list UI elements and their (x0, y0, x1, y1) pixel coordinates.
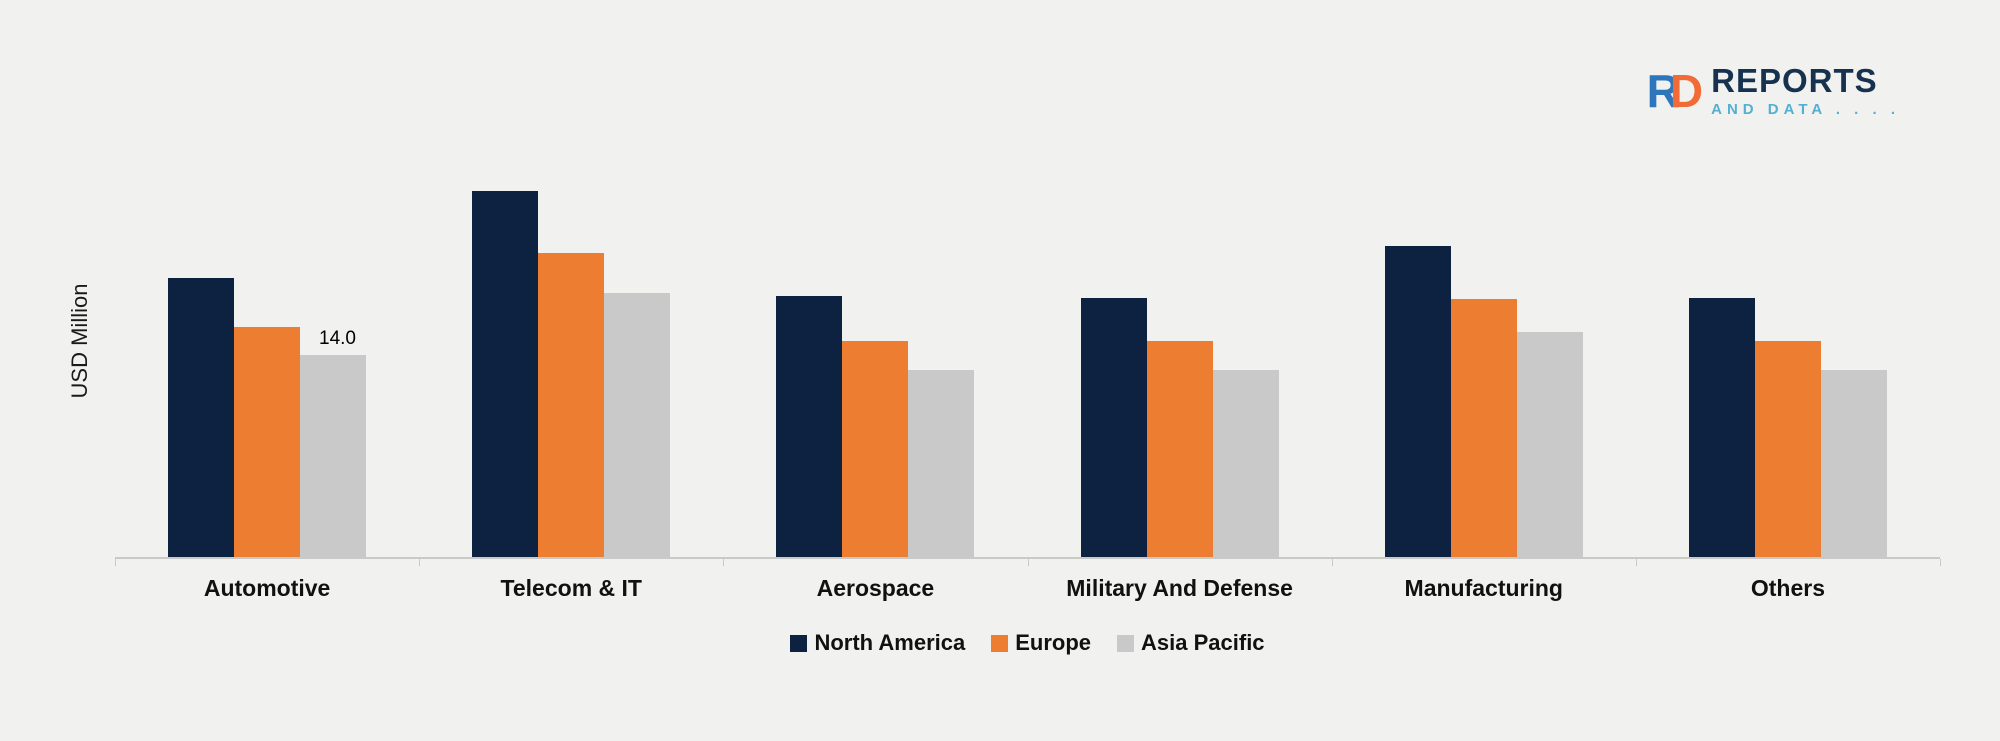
legend-label-asia-pacific: Asia Pacific (1141, 630, 1265, 655)
bar-group-others (1636, 125, 1940, 557)
bar-group-military-and-defense (1028, 125, 1332, 557)
legend-label-north-america: North America (814, 630, 966, 655)
logo-letter-d: D (1669, 64, 1704, 117)
bar-europe-manufacturing (1450, 299, 1517, 557)
legend-label-europe: Europe (1015, 630, 1092, 655)
bar-europe-automotive (234, 326, 301, 557)
category-label-military-and-defense: Military And Defense (1066, 575, 1293, 601)
category-label-manufacturing: Manufacturing (1404, 575, 1563, 601)
bar-north-america-military-and-defense (1080, 297, 1147, 557)
x-axis-line (115, 557, 1941, 567)
legend-swatch-europe (991, 634, 1009, 652)
legend-item-europe: Europe (991, 630, 1091, 656)
axis-tick (1940, 559, 1941, 566)
category-label-automotive: Automotive (203, 575, 331, 601)
axis-tick (1635, 559, 1637, 566)
category-label-telecom-it: Telecom & IT (500, 575, 642, 601)
logo-main-text: REPORTS (1711, 62, 1878, 99)
axis-tick (1027, 559, 1029, 566)
bar-europe-military-and-defense (1146, 341, 1213, 557)
bar-europe-telecom-it (538, 253, 605, 557)
bar-asia-pacific-telecom-it (604, 293, 671, 557)
bar-asia-pacific-manufacturing (1516, 332, 1583, 557)
legend-swatch-asia-pacific (1117, 634, 1135, 652)
bar-group-telecom-it (419, 125, 723, 557)
axis-tick (419, 559, 421, 566)
legend: North America Europe Asia Pacific (115, 630, 1940, 656)
bar-chart: 14.0 Automotive Telecom & IT Aerospace Mili… (115, 125, 1941, 656)
bar-group-manufacturing (1332, 125, 1636, 557)
legend-swatch-north-america (790, 634, 808, 652)
axis-tick (1331, 559, 1333, 566)
bar-north-america-aerospace (776, 296, 843, 557)
legend-item-asia-pacific: Asia Pacific (1117, 630, 1265, 656)
logo-letter-r: R (1646, 64, 1680, 117)
bar-asia-pacific-military-and-defense (1212, 369, 1279, 557)
bar-north-america-automotive (168, 277, 235, 557)
bar-group-aerospace (723, 125, 1027, 557)
bar-data-label: 14.0 (319, 328, 357, 350)
plot-area: 14.0 (115, 125, 1940, 557)
logo-sub-text: AND DATA . . . . (1711, 101, 1900, 118)
bar-asia-pacific-automotive: 14.0 (300, 328, 367, 557)
bar-asia-pacific-aerospace (908, 369, 975, 557)
y-axis-label: USD Million (67, 283, 92, 399)
bar-north-america-telecom-it (472, 191, 539, 557)
category-label-others: Others (1750, 575, 1826, 601)
axis-tick (723, 559, 725, 566)
bar-group-automotive: 14.0 (115, 125, 419, 557)
bar-europe-aerospace (842, 341, 909, 557)
axis-tick (115, 559, 116, 566)
category-label-aerospace: Aerospace (816, 575, 935, 601)
bar-north-america-manufacturing (1384, 245, 1451, 557)
bar-asia-pacific-others (1820, 369, 1887, 557)
bar-europe-others (1754, 341, 1821, 557)
bar-north-america-others (1688, 297, 1755, 557)
legend-item-north-america: North America (790, 630, 965, 656)
logo-text: REPORTS AND DATA . . . . (1711, 64, 1900, 117)
category-labels: Automotive Telecom & IT Aerospace Military … (115, 575, 1940, 602)
